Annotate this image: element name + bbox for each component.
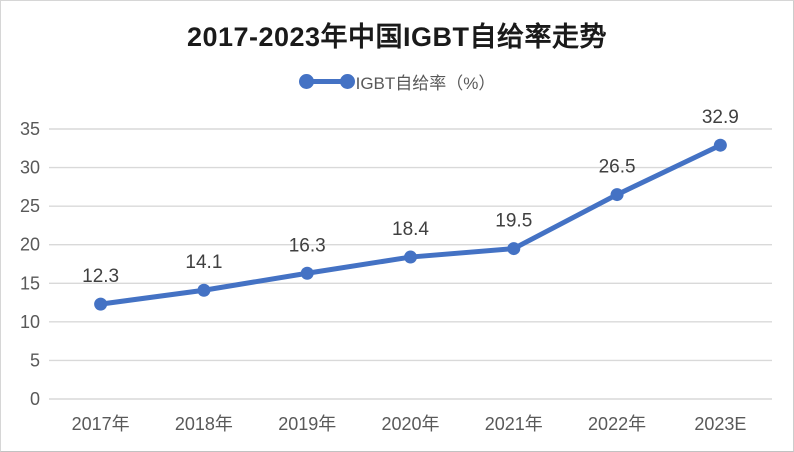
x-axis-tick-label: 2019年 — [278, 414, 336, 434]
data-point-marker — [197, 283, 211, 297]
data-point-label: 12.3 — [82, 266, 119, 287]
legend: IGBT自给率（%） — [1, 71, 793, 93]
legend-label: IGBT自给率（%） — [355, 73, 496, 93]
data-point-label: 32.9 — [702, 107, 739, 128]
x-axis-tick-label: 2022年 — [588, 414, 646, 434]
y-axis-tick-label: 10 — [20, 312, 40, 332]
y-axis-tick-label: 25 — [20, 196, 40, 216]
chart-title: 2017-2023年中国IGBT自给率走势 — [186, 22, 608, 52]
data-point-label: 16.3 — [289, 235, 326, 256]
x-axis-tick-label: 2021年 — [485, 414, 543, 434]
y-axis-tick-label: 15 — [20, 273, 40, 293]
y-axis-tick-label: 0 — [30, 389, 40, 409]
legend-dot-right — [339, 73, 355, 89]
y-axis-tick-label: 20 — [20, 235, 40, 255]
data-point-marker — [713, 138, 727, 152]
data-point-label: 14.1 — [185, 252, 222, 273]
data-point-marker — [300, 266, 314, 280]
data-point-marker — [507, 242, 521, 256]
y-axis-tick-label: 30 — [20, 158, 40, 178]
data-point-label: 26.5 — [599, 157, 636, 178]
data-point-marker — [404, 250, 417, 264]
data-point-label: 18.4 — [392, 219, 429, 240]
legend-line-segment — [303, 78, 350, 84]
x-axis-tick-label: 2023E — [694, 414, 746, 434]
data-point-marker — [610, 188, 624, 202]
x-axis-tick-label: 2017年 — [72, 414, 130, 434]
x-axis-tick-label: 2020年 — [381, 414, 439, 434]
y-axis-tick-label: 5 — [30, 350, 40, 370]
x-axis-tick-label: 2018年 — [175, 414, 233, 434]
data-point-marker — [94, 297, 108, 311]
y-axis-tick-label: 35 — [20, 119, 40, 139]
legend-line-marker-icon — [298, 73, 355, 89]
data-point-label: 19.5 — [495, 211, 532, 232]
